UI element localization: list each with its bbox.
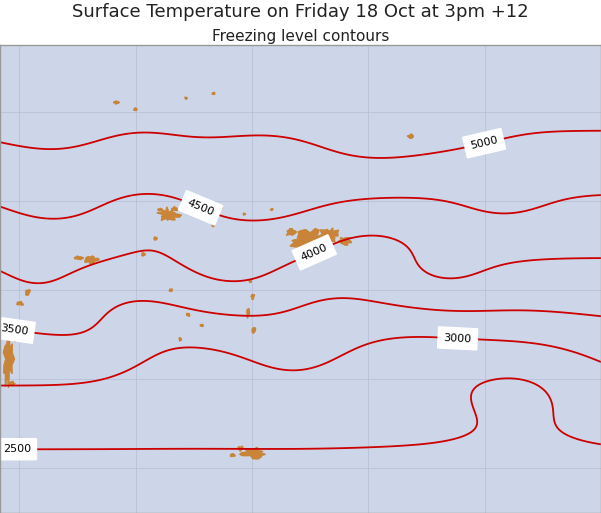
Polygon shape bbox=[240, 447, 266, 459]
Polygon shape bbox=[17, 302, 23, 305]
Polygon shape bbox=[134, 108, 137, 111]
Polygon shape bbox=[286, 229, 296, 235]
Polygon shape bbox=[142, 253, 145, 256]
Polygon shape bbox=[230, 453, 235, 457]
Polygon shape bbox=[212, 92, 215, 94]
Polygon shape bbox=[171, 206, 178, 210]
Polygon shape bbox=[13, 338, 17, 342]
Polygon shape bbox=[158, 208, 163, 211]
Text: 3500: 3500 bbox=[0, 323, 29, 337]
Polygon shape bbox=[200, 324, 203, 326]
Polygon shape bbox=[113, 101, 119, 104]
Polygon shape bbox=[407, 134, 413, 139]
Polygon shape bbox=[8, 382, 15, 385]
Text: Surface Temperature on Friday 18 Oct at 3pm +12: Surface Temperature on Friday 18 Oct at … bbox=[72, 4, 529, 22]
Text: 2500: 2500 bbox=[3, 444, 31, 455]
Polygon shape bbox=[251, 294, 255, 300]
Polygon shape bbox=[179, 338, 182, 341]
Polygon shape bbox=[3, 333, 14, 388]
Text: 3000: 3000 bbox=[444, 332, 472, 344]
Text: 5000: 5000 bbox=[469, 135, 499, 151]
Polygon shape bbox=[186, 313, 190, 317]
Polygon shape bbox=[243, 213, 245, 215]
Polygon shape bbox=[5, 320, 11, 323]
Polygon shape bbox=[270, 209, 273, 210]
Polygon shape bbox=[85, 256, 99, 264]
Polygon shape bbox=[220, 206, 222, 208]
Text: 4500: 4500 bbox=[186, 198, 216, 218]
Polygon shape bbox=[290, 229, 335, 249]
Polygon shape bbox=[185, 97, 188, 99]
Polygon shape bbox=[318, 228, 338, 241]
Polygon shape bbox=[212, 224, 214, 227]
Polygon shape bbox=[169, 289, 172, 291]
Text: Freezing level contours: Freezing level contours bbox=[212, 29, 389, 44]
Polygon shape bbox=[75, 256, 84, 260]
Polygon shape bbox=[249, 280, 251, 283]
Polygon shape bbox=[293, 251, 296, 253]
Polygon shape bbox=[247, 308, 249, 318]
Polygon shape bbox=[338, 238, 352, 245]
Polygon shape bbox=[252, 328, 255, 333]
Polygon shape bbox=[26, 290, 31, 295]
Polygon shape bbox=[238, 446, 243, 451]
Polygon shape bbox=[157, 207, 182, 221]
Polygon shape bbox=[154, 236, 157, 240]
Text: 4000: 4000 bbox=[299, 242, 329, 263]
